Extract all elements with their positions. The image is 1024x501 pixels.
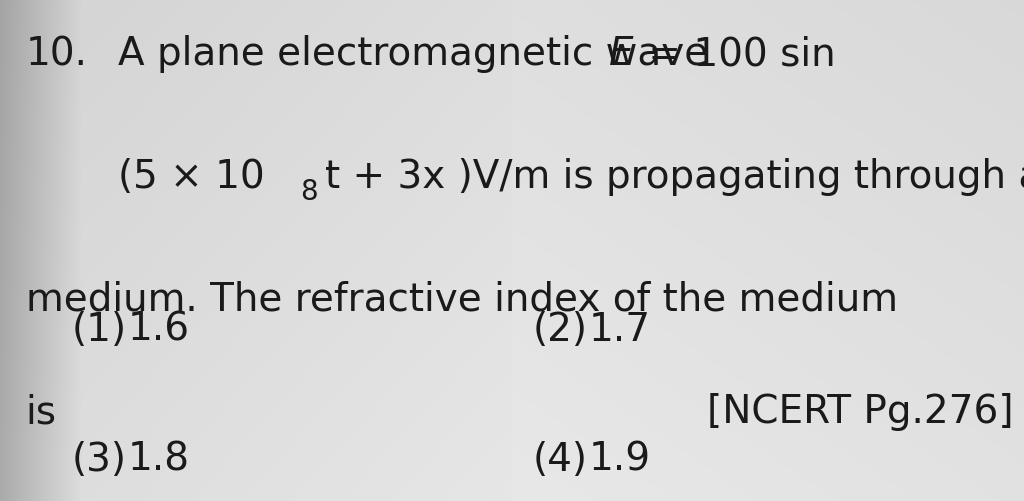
Text: A plane electromagnetic wave: A plane electromagnetic wave — [118, 35, 721, 73]
Text: (3): (3) — [72, 441, 127, 479]
Text: [NCERT Pg.276]: [NCERT Pg.276] — [708, 393, 1014, 431]
Text: (4): (4) — [532, 441, 588, 479]
Text: = 100 sin: = 100 sin — [636, 35, 836, 73]
Text: t + 3x )V/m is propagating through a: t + 3x )V/m is propagating through a — [325, 158, 1024, 196]
Text: 1.9: 1.9 — [589, 441, 651, 479]
Text: (2): (2) — [532, 311, 588, 349]
Text: 10.: 10. — [26, 35, 88, 73]
Text: 1.6: 1.6 — [128, 311, 190, 349]
Text: E: E — [609, 35, 634, 73]
Text: 8: 8 — [300, 178, 317, 206]
Text: 1.8: 1.8 — [128, 441, 190, 479]
Text: is: is — [26, 393, 56, 431]
Text: 1.7: 1.7 — [589, 311, 651, 349]
Text: (5 × 10: (5 × 10 — [118, 158, 264, 196]
Text: medium. The refractive index of the medium: medium. The refractive index of the medi… — [26, 281, 898, 319]
Text: (1): (1) — [72, 311, 127, 349]
